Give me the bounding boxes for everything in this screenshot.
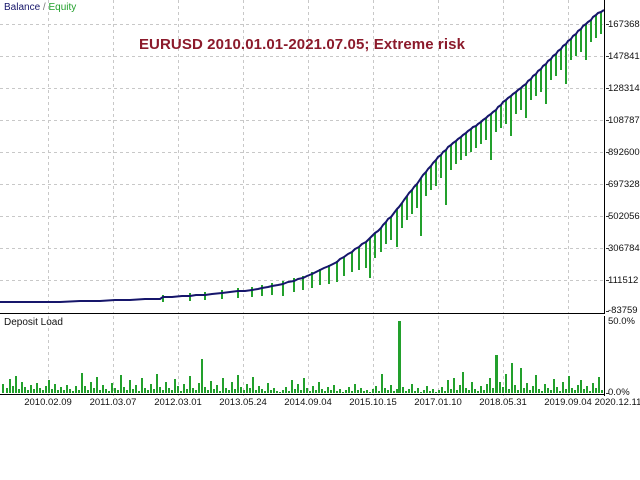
legend-balance-label: Balance	[4, 2, 41, 13]
y-label-1: 1478410	[608, 51, 640, 62]
x-label-6: 2017.01.10	[414, 397, 462, 408]
y-label-5: 697328	[608, 179, 640, 190]
deposit-load-baseline	[0, 394, 604, 395]
load-y-label-bottom: 0.0%	[608, 387, 630, 396]
chart-area: Balance / Equity EURUSD 2010.01.01-2021.…	[0, 0, 640, 411]
y-label-3: 1087870	[608, 115, 640, 126]
deposit-load-bars	[2, 321, 603, 393]
deposit-load-svg	[2, 316, 603, 396]
equity-panel-bottom-border	[0, 313, 604, 314]
equity-y-labels: 1673680 1478410 1283140 1087870 892600 6…	[606, 0, 640, 314]
x-label-1: 2011.03.07	[89, 397, 137, 408]
x-axis-labels: 2010.02.09 2011.03.07 2012.03.01 2013.05…	[0, 397, 640, 411]
balance-equity-panel: Balance / Equity EURUSD 2010.01.01-2021.…	[0, 0, 640, 314]
legend-separator: /	[42, 2, 46, 13]
legend-equity-label: Equity	[48, 2, 77, 13]
x-label-8: 2019.09.04	[544, 397, 592, 408]
load-vertical-gridlines	[48, 316, 569, 396]
deposit-load-panel: Deposit Load	[0, 316, 640, 396]
equity-spikes	[162, 12, 602, 302]
equity-plot	[0, 0, 604, 314]
x-label-0: 2010.02.09	[24, 397, 72, 408]
load-y-axis	[604, 316, 605, 396]
y-label-6: 502056	[608, 211, 640, 222]
x-label-9: 2020.12.11	[594, 397, 640, 408]
x-label-2: 2012.03.01	[154, 397, 202, 408]
x-label-5: 2015.10.15	[349, 397, 397, 408]
y-label-4: 892600	[608, 147, 640, 158]
deposit-load-y-labels: 50.0% 0.0%	[606, 316, 640, 396]
x-label-3: 2013.05.24	[219, 397, 267, 408]
y-label-9: -83759	[608, 305, 638, 314]
equity-y-axis	[604, 0, 605, 314]
x-label-7: 2018.05.31	[479, 397, 527, 408]
y-label-8: 111512	[608, 275, 639, 286]
y-label-0: 1673680	[608, 19, 640, 30]
x-label-4: 2014.09.04	[284, 397, 332, 408]
chart-legend: Balance / Equity	[4, 2, 76, 14]
horizontal-gridlines	[0, 24, 604, 281]
equity-svg	[0, 0, 604, 314]
load-y-label-top: 50.0%	[608, 316, 635, 327]
deposit-load-plot	[0, 316, 604, 396]
y-label-2: 1283140	[608, 83, 640, 94]
deposit-load-label: Deposit Load	[4, 317, 63, 328]
balance-line	[0, 9, 604, 303]
y-label-7: 306784	[608, 243, 640, 254]
page-title: EURUSD 2010.01.01-2021.07.05; Extreme ri…	[138, 36, 466, 53]
